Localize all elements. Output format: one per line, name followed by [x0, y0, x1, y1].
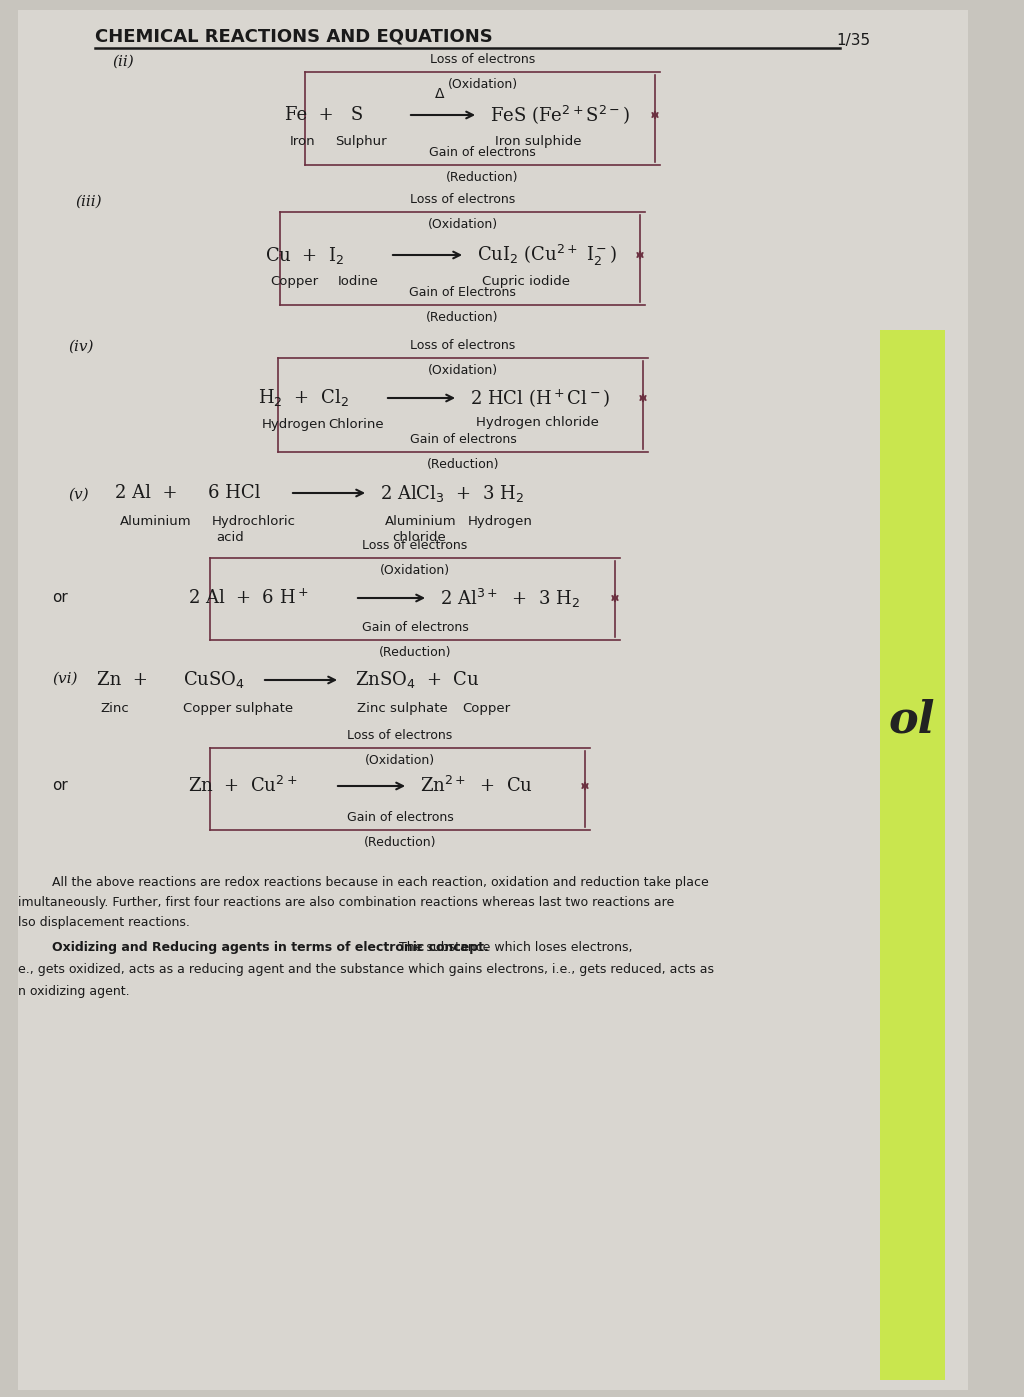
- Text: Loss of electrons: Loss of electrons: [430, 53, 536, 66]
- Text: CuI$_2$ (Cu$^{2+}$ I$_2^-$): CuI$_2$ (Cu$^{2+}$ I$_2^-$): [477, 243, 617, 268]
- Text: ZnSO$_4$  +  Cu: ZnSO$_4$ + Cu: [355, 669, 479, 690]
- Text: 2 Al  +  6 H$^+$: 2 Al + 6 H$^+$: [188, 588, 308, 608]
- Text: (Oxidation): (Oxidation): [447, 78, 517, 91]
- Text: Zn  +: Zn +: [97, 671, 147, 689]
- Text: Loss of electrons: Loss of electrons: [347, 729, 453, 742]
- Text: (vi): (vi): [52, 672, 78, 686]
- Text: 2 Al$^{3+}$  +  3 H$_2$: 2 Al$^{3+}$ + 3 H$_2$: [440, 587, 580, 609]
- Text: 2 HCl (H$^+$Cl$^-$): 2 HCl (H$^+$Cl$^-$): [470, 387, 610, 409]
- Text: Zn  +  Cu$^{2+}$: Zn + Cu$^{2+}$: [188, 775, 297, 796]
- Text: H$_2$  +  Cl$_2$: H$_2$ + Cl$_2$: [258, 387, 349, 408]
- Text: Gain of electrons: Gain of electrons: [429, 147, 536, 159]
- Text: Iron: Iron: [290, 136, 315, 148]
- Text: Zn$^{2+}$  +  Cu: Zn$^{2+}$ + Cu: [420, 775, 534, 796]
- Text: (Oxidation): (Oxidation): [365, 754, 435, 767]
- Text: Zinc sulphate: Zinc sulphate: [357, 703, 447, 715]
- Text: (Oxidation): (Oxidation): [427, 218, 498, 231]
- Text: (Reduction): (Reduction): [426, 312, 499, 324]
- Text: Copper sulphate: Copper sulphate: [183, 703, 293, 715]
- Text: CuSO$_4$: CuSO$_4$: [183, 669, 245, 690]
- Text: Gain of electrons: Gain of electrons: [361, 622, 468, 634]
- Text: Iodine: Iodine: [338, 275, 379, 288]
- Text: CHEMICAL REACTIONS AND EQUATIONS: CHEMICAL REACTIONS AND EQUATIONS: [95, 28, 493, 46]
- Text: (iv): (iv): [68, 339, 93, 353]
- Text: Hydrogen: Hydrogen: [262, 418, 327, 432]
- Text: or: or: [52, 778, 68, 793]
- Text: acid: acid: [216, 531, 244, 543]
- Text: Gain of electrons: Gain of electrons: [410, 433, 516, 446]
- Text: Aluminium: Aluminium: [120, 515, 191, 528]
- Text: Hydrogen chloride: Hydrogen chloride: [476, 416, 599, 429]
- Text: imultaneously. Further, first four reactions are also combination reactions wher: imultaneously. Further, first four react…: [18, 895, 674, 909]
- Text: (Oxidation): (Oxidation): [380, 564, 451, 577]
- Text: Oxidizing and Reducing agents in terms of electronic concept.: Oxidizing and Reducing agents in terms o…: [52, 942, 488, 954]
- Text: Δ: Δ: [435, 87, 444, 101]
- Text: (Oxidation): (Oxidation): [428, 365, 498, 377]
- Text: (iii): (iii): [75, 196, 101, 210]
- Text: e., gets oxidized, acts as a reducing agent and the substance which gains electr: e., gets oxidized, acts as a reducing ag…: [18, 963, 714, 977]
- Text: 6 HCl: 6 HCl: [208, 483, 260, 502]
- Text: (Reduction): (Reduction): [379, 645, 452, 659]
- Bar: [880, 330, 945, 1380]
- Text: The substance which loses electrons,: The substance which loses electrons,: [395, 942, 633, 954]
- Text: Gain of Electrons: Gain of Electrons: [409, 286, 516, 299]
- Text: (v): (v): [68, 488, 89, 502]
- Text: or: or: [52, 591, 68, 605]
- Text: (Reduction): (Reduction): [427, 458, 500, 471]
- Text: (ii): (ii): [112, 54, 134, 68]
- Text: 2 AlCl$_3$  +  3 H$_2$: 2 AlCl$_3$ + 3 H$_2$: [380, 482, 524, 503]
- Text: Sulphur: Sulphur: [335, 136, 387, 148]
- Text: 2 Al  +: 2 Al +: [115, 483, 177, 502]
- Text: Zinc: Zinc: [100, 703, 129, 715]
- Text: (Reduction): (Reduction): [446, 170, 519, 184]
- Text: Cu  +  I$_2$: Cu + I$_2$: [265, 244, 344, 265]
- Text: Copper: Copper: [270, 275, 318, 288]
- Text: Gain of electrons: Gain of electrons: [347, 812, 454, 824]
- Text: Loss of electrons: Loss of electrons: [410, 193, 515, 205]
- Text: Copper: Copper: [462, 703, 510, 715]
- Text: Cupric iodide: Cupric iodide: [482, 275, 570, 288]
- Text: ol: ol: [889, 698, 935, 742]
- Text: All the above reactions are redox reactions because in each reaction, oxidation : All the above reactions are redox reacti…: [52, 876, 709, 888]
- Text: 1/35: 1/35: [836, 34, 870, 47]
- Text: FeS (Fe$^{2+}$S$^{2-}$): FeS (Fe$^{2+}$S$^{2-}$): [490, 103, 630, 127]
- Text: lso displacement reactions.: lso displacement reactions.: [18, 916, 189, 929]
- Text: Loss of electrons: Loss of electrons: [362, 539, 468, 552]
- Text: Aluminium: Aluminium: [385, 515, 457, 528]
- Text: Chlorine: Chlorine: [328, 418, 384, 432]
- Text: Iron sulphide: Iron sulphide: [495, 136, 582, 148]
- Text: Hydrochloric: Hydrochloric: [212, 515, 296, 528]
- Text: Hydrogen: Hydrogen: [468, 515, 532, 528]
- Text: Loss of electrons: Loss of electrons: [411, 339, 516, 352]
- Text: Fe  +   S: Fe + S: [285, 106, 364, 124]
- Text: chloride: chloride: [392, 531, 445, 543]
- Text: (Reduction): (Reduction): [364, 835, 436, 849]
- Text: n oxidizing agent.: n oxidizing agent.: [18, 985, 130, 997]
